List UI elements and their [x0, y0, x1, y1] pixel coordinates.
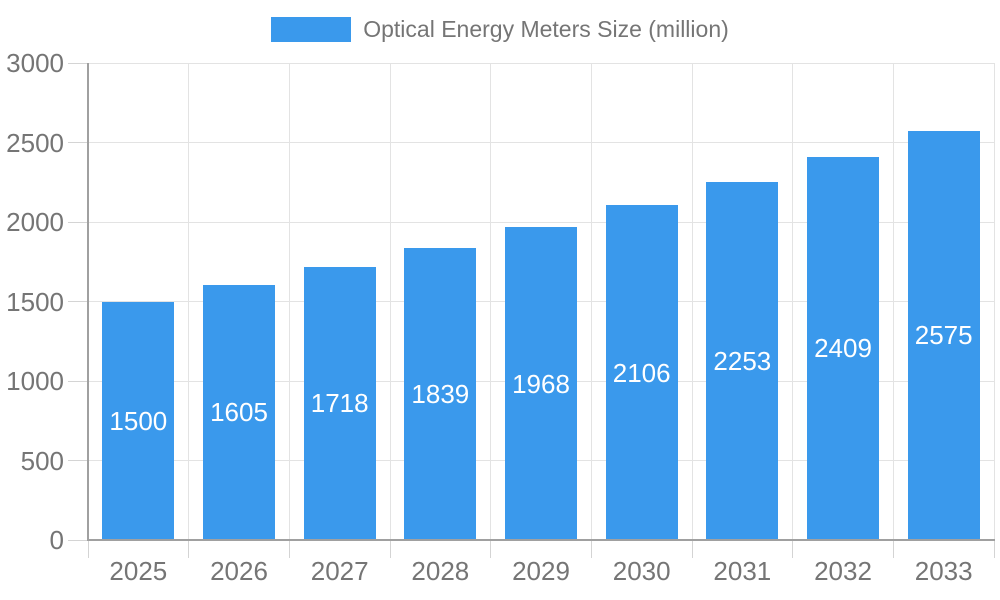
y-tick — [68, 142, 88, 143]
legend-swatch — [271, 17, 352, 42]
x-axis-line — [87, 539, 995, 541]
y-gridline — [88, 221, 994, 223]
bar-value-label: 2409 — [814, 333, 872, 364]
legend[interactable]: Optical Energy Meters Size (million) — [0, 16, 1000, 43]
x-tick — [691, 540, 693, 558]
y-tick — [68, 460, 88, 461]
bar-value-label: 1500 — [109, 405, 168, 436]
y-tick-label: 500 — [20, 445, 64, 476]
x-tick — [993, 540, 995, 558]
bar[interactable] — [102, 301, 175, 540]
y-tick — [68, 301, 88, 302]
x-gridline — [590, 63, 592, 540]
bar-value-label: 1839 — [411, 378, 470, 409]
x-tick — [490, 540, 492, 558]
bar[interactable] — [303, 266, 376, 540]
x-gridline — [993, 63, 995, 540]
x-tick-label: 2030 — [612, 556, 671, 586]
x-tick-label: 2033 — [914, 556, 973, 586]
bar[interactable] — [505, 227, 577, 540]
legend-label: Optical Energy Meters Size (million) — [363, 16, 729, 42]
x-tick — [590, 540, 592, 558]
y-tick-label: 1500 — [6, 286, 64, 317]
x-gridline — [691, 63, 693, 540]
bar[interactable] — [807, 156, 879, 540]
x-tick-label: 2031 — [713, 556, 772, 586]
y-tick-label: 2000 — [6, 207, 64, 237]
y-tick-label: 3000 — [6, 48, 64, 78]
bar-value-label: 1968 — [512, 368, 570, 399]
bar-value-label: 1605 — [210, 397, 268, 428]
bar[interactable] — [706, 181, 779, 540]
bar-value-label: 2575 — [914, 320, 973, 351]
x-tick — [87, 540, 89, 558]
x-tick — [288, 540, 290, 558]
y-tick-label: 1000 — [6, 366, 64, 396]
bar[interactable] — [404, 247, 477, 540]
x-tick-label: 2025 — [109, 556, 168, 586]
y-gridline — [88, 62, 994, 64]
x-tick — [792, 540, 794, 558]
y-tick — [68, 380, 88, 382]
x-gridline — [892, 63, 894, 540]
bar[interactable] — [203, 284, 275, 540]
x-tick-label: 2029 — [512, 556, 570, 586]
x-tick-label: 2028 — [411, 556, 470, 586]
x-tick — [389, 540, 391, 558]
x-tick-label: 2027 — [310, 556, 369, 586]
y-tick-label: 2500 — [6, 127, 64, 158]
x-gridline — [389, 63, 391, 540]
y-axis-line — [87, 63, 89, 540]
y-tick — [68, 62, 88, 64]
bar-value-label: 2253 — [713, 345, 772, 376]
x-tick-label: 2026 — [210, 556, 268, 586]
x-gridline — [188, 63, 190, 540]
bar-value-label: 1718 — [310, 388, 369, 419]
x-tick-label: 2032 — [814, 556, 872, 586]
y-tick — [68, 221, 88, 223]
x-tick — [892, 540, 894, 558]
bar[interactable] — [605, 205, 678, 540]
bar-value-label: 2106 — [612, 357, 671, 388]
y-tick-label: 0 — [49, 525, 64, 555]
x-gridline — [490, 63, 492, 540]
y-tick — [68, 539, 88, 541]
bar[interactable] — [907, 130, 980, 540]
x-tick — [188, 540, 190, 558]
y-gridline — [88, 142, 994, 143]
x-gridline — [792, 63, 794, 540]
x-gridline — [288, 63, 290, 540]
